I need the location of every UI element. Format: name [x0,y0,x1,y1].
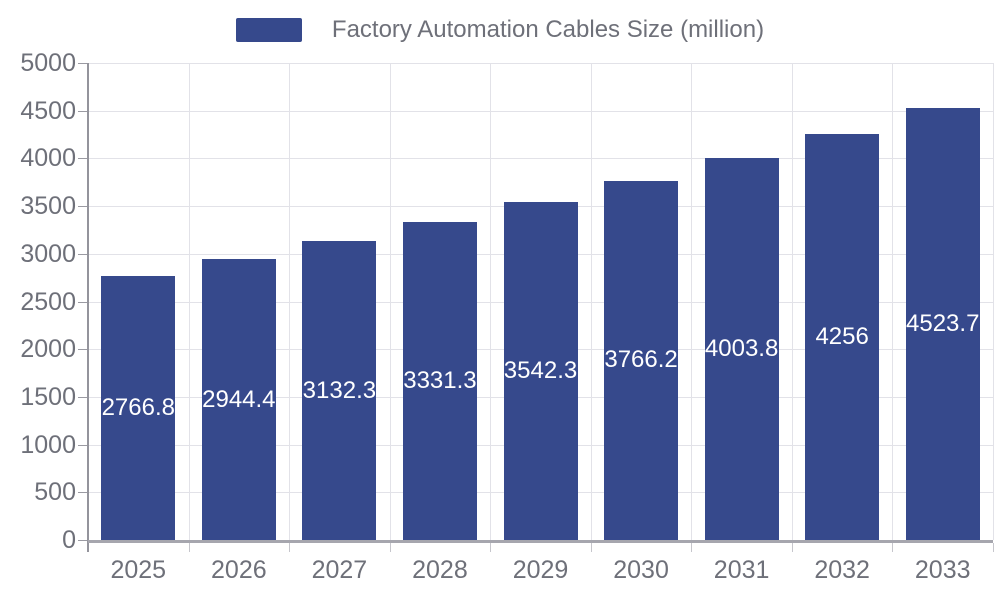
bar-2031[interactable]: 4003.8 [704,158,779,540]
plot-area: 2766.8 2944.4 3132.3 3331.3 3542.3 3766.2 4003… [78,63,994,552]
legend-swatch [235,18,302,42]
bar-value-label: 3766.2 [604,346,678,374]
bar-2025[interactable]: 2766.8 [101,276,176,540]
bar-2026[interactable]: 2944.4 [201,259,276,540]
x-axis-tick [590,543,592,552]
y-axis-tick [78,110,88,112]
y-axis-label: 2500 [20,287,76,316]
y-axis-label: 1500 [20,382,76,411]
y-axis-label: 4000 [20,144,76,173]
x-axis-line [88,540,993,543]
gridline-vertical [289,63,291,540]
y-axis-label: 3500 [20,192,76,221]
y-axis-tick [78,253,88,255]
x-axis-tick [892,543,894,552]
y-axis-label: 4500 [20,96,76,125]
x-axis-tick [993,543,994,552]
gridline-vertical [490,63,492,540]
x-axis-label: 2033 [914,556,971,584]
gridline-vertical [188,63,190,540]
gridline-vertical [791,63,793,540]
bar-value-label: 3331.3 [403,367,477,395]
x-axis-label: 2027 [311,556,368,584]
y-axis-tick [78,396,88,398]
y-axis-line [87,63,89,552]
x-axis-label: 2028 [412,556,468,584]
bar-2029[interactable]: 3542.3 [503,202,578,540]
gridline-vertical [993,63,994,540]
gridline-vertical [892,63,894,540]
x-axis-tick [389,543,391,552]
y-axis-label: 500 [34,478,76,507]
y-axis-tick [78,492,88,494]
x-axis-tick [289,543,291,552]
gridline-horizontal [88,110,993,112]
gridline-horizontal [88,63,993,64]
y-axis-tick [78,301,88,303]
gridline-horizontal [88,158,993,160]
x-axis-tick [791,543,793,552]
legend-label: Factory Automation Cables Size (million) [331,16,765,43]
x-axis-label: 2030 [613,556,669,584]
y-axis-tick [78,444,88,446]
y-axis-tick [78,540,88,541]
x-axis-tick [490,543,492,552]
bar-2028[interactable]: 3331.3 [402,222,477,540]
y-axis-tick [78,158,88,160]
y-axis-tick [78,63,88,64]
bar-value-label: 4003.8 [704,335,779,362]
y-axis-label: 3000 [20,239,76,268]
bar-value-label: 2766.8 [101,394,175,422]
bar-value-label: 4256 [815,322,869,350]
gridline-vertical [389,63,391,540]
x-axis-label: 2032 [814,556,870,584]
bar-2027[interactable]: 3132.3 [302,241,377,540]
bar-2032[interactable]: 4256 [805,133,880,540]
bar-2033[interactable]: 4523.7 [905,108,980,540]
legend-item[interactable]: Factory Automation Cables Size (million) [0,16,1000,44]
y-axis-tick [78,349,88,351]
bar-value-label: 4523.7 [906,310,980,338]
x-axis-label: 2031 [713,556,770,584]
x-axis-tick [691,543,693,552]
y-axis-tick [78,206,88,208]
y-axis-label: 1000 [20,430,76,459]
x-axis-label: 2025 [110,556,167,584]
bar-value-label: 3132.3 [302,376,377,404]
bar-2030[interactable]: 3766.2 [604,180,679,540]
bar-value-label: 3542.3 [503,357,578,385]
y-axis-label: 5000 [20,49,76,77]
x-axis-label: 2029 [512,556,569,584]
y-axis-label: 0 [62,526,76,554]
x-axis-tick [188,543,190,552]
gridline-vertical [590,63,592,540]
x-axis-label: 2026 [211,556,267,584]
gridline-vertical [691,63,693,540]
bar-value-label: 2944.4 [202,385,276,413]
y-axis-label: 2000 [20,335,76,364]
